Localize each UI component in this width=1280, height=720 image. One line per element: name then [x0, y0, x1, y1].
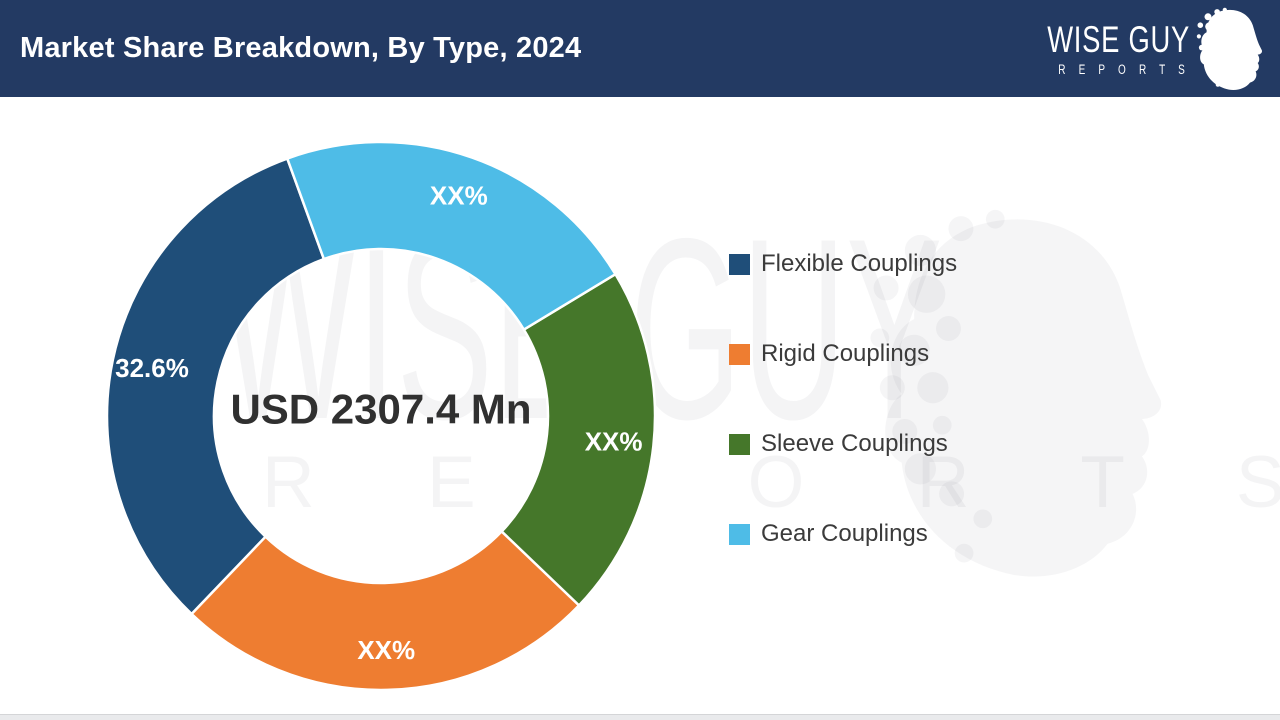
legend: Flexible Couplings Rigid Couplings Sleeve …	[729, 250, 957, 548]
legend-item-rigid-couplings: Rigid Couplings	[729, 340, 957, 368]
footer-strip	[0, 714, 1280, 720]
donut-slice-gear-couplings	[286, 140, 617, 331]
legend-label-gear-couplings: Gear Couplings	[761, 520, 928, 547]
slice-value-label-rigid-couplings: XX%	[357, 635, 415, 665]
donut-slice-rigid-couplings	[190, 530, 581, 692]
brand-subtitle: R E P O R T S	[1058, 61, 1190, 77]
header-bar: Market Share Breakdown, By Type, 2024 WI…	[0, 0, 1280, 97]
brand-wordmark: WISE GUY R E P O R T S	[1047, 21, 1190, 77]
donut-slice-sleeve-couplings	[500, 272, 657, 607]
legend-label-sleeve-couplings: Sleeve Couplings	[761, 430, 948, 457]
legend-label-rigid-couplings: Rigid Couplings	[761, 340, 930, 367]
slice-value-label-gear-couplings: XX%	[430, 180, 488, 210]
legend-label-flexible-couplings: Flexible Couplings	[761, 250, 958, 277]
legend-swatch-sleeve-couplings	[729, 433, 750, 455]
brand-name: WISE GUY	[1047, 18, 1190, 60]
donut-center-value: USD 2307.4 Mn	[230, 386, 531, 433]
page-title: Market Share Breakdown, By Type, 2024	[20, 32, 582, 64]
legend-swatch-rigid-couplings	[729, 343, 750, 365]
legend-swatch-flexible-couplings	[729, 253, 750, 275]
legend-swatch-gear-couplings	[729, 523, 750, 545]
slice-value-label-flexible-couplings: 32.6%	[115, 353, 189, 383]
slice-value-label-sleeve-couplings: XX%	[585, 427, 643, 457]
brand-face-icon	[1196, 7, 1263, 90]
brand-logo: WISE GUY R E P O R T S	[997, 5, 1266, 92]
legend-item-gear-couplings: Gear Couplings	[729, 520, 957, 548]
donut-slice-flexible-couplings	[105, 157, 326, 616]
legend-item-sleeve-couplings: Sleeve Couplings	[729, 430, 957, 458]
legend-item-flexible-couplings: Flexible Couplings	[729, 250, 957, 278]
